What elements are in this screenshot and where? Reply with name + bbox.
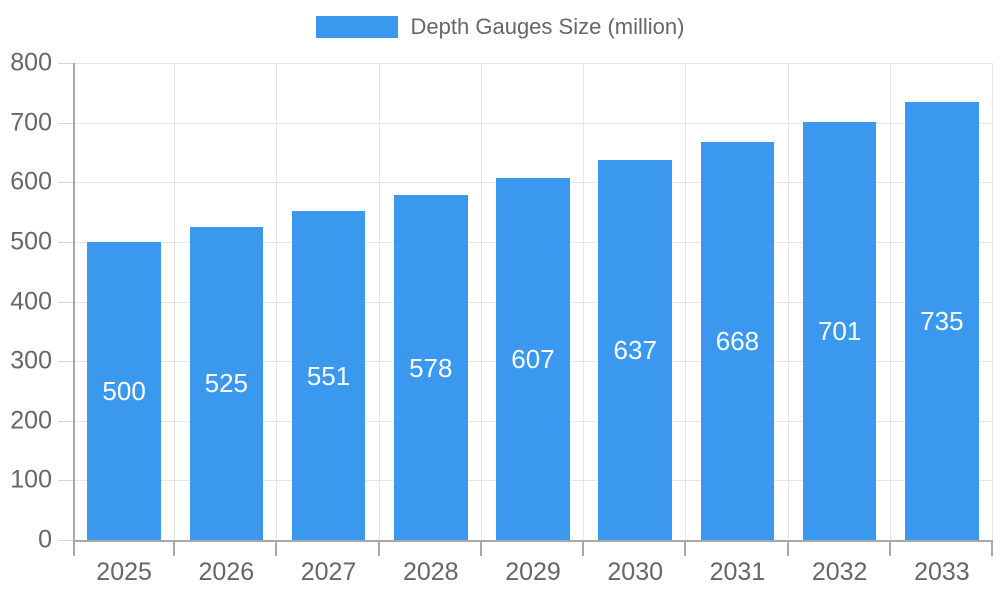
x-axis-tick [582, 542, 585, 556]
y-axis-tick [58, 122, 73, 124]
x-axis-tick [173, 542, 176, 556]
y-axis-tick [58, 63, 73, 64]
bar-2030[interactable] [598, 160, 673, 540]
x-gridline [276, 63, 278, 540]
x-axis-tick [684, 542, 687, 556]
bar-2033[interactable] [905, 101, 979, 540]
x-axis-tick [786, 542, 789, 556]
y-axis-tick [58, 420, 73, 422]
legend-swatch [315, 16, 398, 38]
x-gridline [583, 63, 585, 540]
bar-2028[interactable] [393, 195, 468, 540]
bar-2026[interactable] [189, 226, 264, 540]
x-axis-tick [275, 542, 278, 556]
bar-2027[interactable] [291, 211, 366, 540]
x-gridline [992, 63, 993, 540]
x-tick-label: 2028 [402, 558, 459, 586]
bar-2031[interactable] [700, 141, 775, 540]
x-tick-label: 2030 [607, 558, 664, 586]
y-axis-line [73, 63, 75, 540]
plot-area: 0 100 200 300 400 500 600 700 800 500 2025 525 2026 5… [10, 50, 993, 585]
y-tick-label: 200 [10, 406, 52, 435]
x-axis-tick [377, 542, 380, 556]
y-tick-label: 500 [10, 227, 52, 256]
legend-label: Depth Gauges Size (million) [410, 14, 685, 39]
y-tick-label: 300 [10, 346, 52, 375]
y-tick-label: 0 [38, 525, 52, 554]
y-tick-label: 100 [10, 465, 52, 494]
x-gridline [685, 63, 687, 540]
x-tick-label: 2026 [198, 558, 255, 586]
x-tick-label: 2027 [300, 558, 357, 586]
y-tick-label: 400 [10, 287, 52, 315]
x-gridline [378, 63, 380, 540]
x-gridline [787, 63, 789, 540]
x-gridline [480, 63, 482, 540]
bar-2032[interactable] [802, 122, 877, 540]
y-axis-tick [58, 361, 73, 363]
x-axis-tick [73, 542, 75, 556]
x-axis-tick [479, 542, 482, 556]
x-axis-line [73, 540, 993, 542]
y-gridline [73, 122, 993, 124]
x-axis-tick [991, 542, 993, 556]
y-axis-tick [58, 182, 73, 184]
bar-2025[interactable] [87, 241, 161, 540]
x-gridline [174, 63, 176, 540]
x-tick-label: 2029 [505, 558, 561, 586]
y-gridline [73, 63, 993, 64]
y-tick-label: 600 [10, 167, 52, 196]
y-tick-label: 800 [10, 48, 52, 77]
x-tick-label: 2033 [914, 558, 970, 586]
x-tick-label: 2025 [96, 558, 152, 586]
y-axis-tick [58, 301, 73, 303]
chart-legend[interactable]: Depth Gauges Size (million) [0, 14, 1000, 40]
y-axis-tick [58, 540, 73, 541]
x-tick-label: 2032 [811, 558, 868, 586]
x-gridline [889, 63, 891, 540]
x-axis-tick [888, 542, 891, 556]
x-tick-label: 2031 [709, 558, 766, 586]
y-tick-label: 700 [10, 108, 52, 137]
bar-2029[interactable] [496, 178, 570, 540]
y-axis-tick [58, 480, 73, 482]
y-axis-tick [58, 241, 73, 243]
